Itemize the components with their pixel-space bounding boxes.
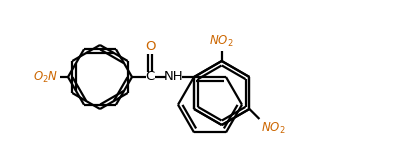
Text: O: O <box>145 39 155 52</box>
Text: $NO_2$: $NO_2$ <box>261 121 286 136</box>
Text: $O_2N$: $O_2N$ <box>33 69 58 84</box>
Text: $NO_2$: $NO_2$ <box>210 34 234 49</box>
Text: NH: NH <box>164 70 184 83</box>
Text: C: C <box>145 70 155 83</box>
